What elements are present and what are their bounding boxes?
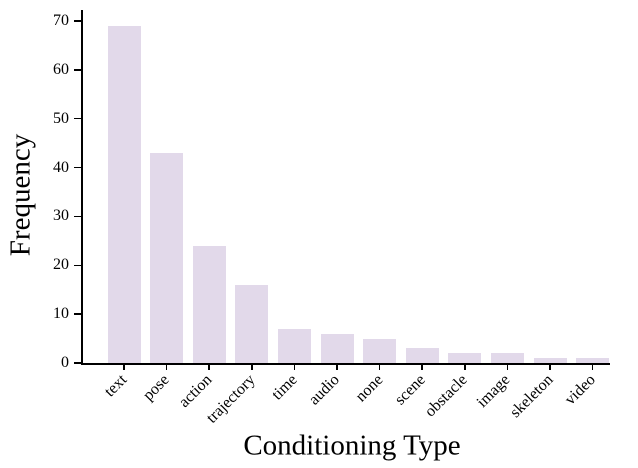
x-tick-mark-obstacle (464, 363, 466, 370)
x-axis-spine (81, 362, 610, 365)
x-tick-label-action: action (175, 371, 216, 411)
x-tick-label-audio: audio (306, 371, 344, 409)
y-tick-label-20: 20 (53, 256, 69, 274)
bar-action (192, 245, 226, 363)
y-tick-label-0: 0 (61, 354, 69, 371)
x-tick-label-text: text (101, 371, 131, 401)
x-tick-label-scene: scene (391, 371, 429, 409)
y-tick-label-30: 30 (53, 207, 69, 225)
x-tick-label-skeleton: skeleton (506, 371, 557, 422)
y-tick-mark-0 (73, 362, 82, 364)
bar-pose (150, 152, 184, 363)
x-tick-mark-image (506, 363, 509, 370)
x-tick-mark-video (591, 363, 594, 370)
plot-area: 0 10 20 30 40 50 60 70 text pose action trajectory… (53, 10, 610, 427)
y-tick-mark-20 (73, 264, 82, 267)
x-axis-title: Conditioning Type (243, 429, 461, 462)
x-tick-mark-pose (165, 363, 168, 370)
x-tick-label-image: image (474, 371, 514, 411)
x-tick-mark-trajectory (251, 363, 253, 370)
x-tick-label-none: none (351, 371, 386, 406)
x-tick-mark-scene (421, 363, 423, 370)
x-tick-mark-action (208, 363, 210, 370)
bar-obstacle (448, 353, 482, 363)
y-tick-mark-70 (73, 20, 82, 22)
bar-time (277, 328, 311, 363)
y-tick-mark-40 (73, 166, 82, 169)
x-tick-label-pose: pose (140, 371, 173, 405)
y-tick-mark-50 (73, 117, 82, 120)
x-tick-mark-time (293, 363, 296, 370)
x-tick-label-time: time (268, 371, 301, 404)
y-tick-mark-10 (73, 313, 82, 315)
bar-audio (320, 333, 354, 363)
bar-video (576, 358, 610, 363)
y-axis-title: Frequency (4, 133, 37, 257)
y-tick-mark-30 (73, 215, 82, 218)
x-tick-mark-skeleton (549, 363, 551, 370)
y-tick-label-10: 10 (53, 305, 69, 323)
bar-skeleton (533, 358, 567, 363)
y-tick-label-60: 60 (53, 60, 69, 78)
x-tick-label-obstacle: obstacle (422, 371, 472, 421)
bar-image (490, 353, 524, 363)
x-tick-mark-audio (336, 363, 338, 370)
y-tick-label-70: 70 (53, 11, 69, 29)
x-tick-mark-none (378, 363, 381, 370)
bar-none (363, 338, 397, 363)
bar-scene (405, 348, 439, 363)
x-tick-label-video: video (561, 371, 599, 409)
y-tick-label-40: 40 (53, 158, 69, 176)
bar-trajectory (235, 284, 269, 363)
bar-text (107, 25, 141, 363)
y-tick-label-50: 50 (53, 109, 69, 127)
y-axis-spine (81, 10, 83, 363)
x-tick-mark-text (123, 363, 125, 370)
y-tick-mark-60 (73, 69, 82, 71)
